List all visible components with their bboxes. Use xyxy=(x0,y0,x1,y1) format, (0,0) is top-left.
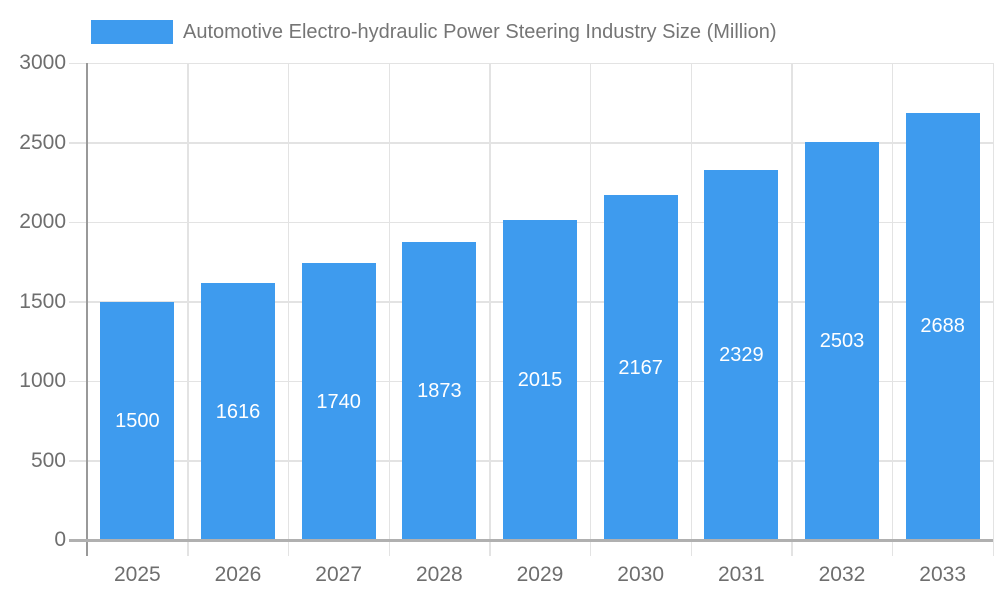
bar-2026[interactable]: 1616 xyxy=(201,283,275,540)
x-axis-tick xyxy=(992,540,994,556)
legend-swatch-icon[interactable] xyxy=(91,20,173,44)
bar-value-label: 1740 xyxy=(316,390,361,413)
bar-value-label: 2167 xyxy=(618,356,663,379)
bar-value-label: 2503 xyxy=(819,330,865,352)
x-tick-label: 2029 xyxy=(516,563,564,586)
v-gridline xyxy=(589,63,592,540)
v-gridline xyxy=(388,63,390,540)
y-tick-label: 1500 xyxy=(19,289,66,313)
x-tick-label: 2032 xyxy=(818,563,866,586)
x-axis-tick xyxy=(287,540,290,556)
bar-value-label: 2015 xyxy=(517,368,563,391)
x-axis-tick xyxy=(589,540,592,556)
y-tick-label: 500 xyxy=(30,448,66,472)
h-gridline xyxy=(69,142,993,144)
v-gridline xyxy=(891,63,894,540)
x-tick-label: 2025 xyxy=(113,563,161,586)
bar-2028[interactable]: 1873 xyxy=(402,242,477,540)
x-tick-label: 2033 xyxy=(919,563,967,586)
x-tick-label: 2028 xyxy=(415,563,463,586)
v-gridline xyxy=(489,63,491,540)
bar-value-label: 2688 xyxy=(920,315,965,338)
x-tick-label: 2031 xyxy=(717,563,765,586)
v-gridline xyxy=(187,63,189,540)
x-axis-tick xyxy=(388,540,390,556)
x-tick-label: 2030 xyxy=(617,563,665,586)
bar-2031[interactable]: 2329 xyxy=(704,169,779,540)
y-tick-label: 3000 xyxy=(19,51,66,74)
y-tick-label: 0 xyxy=(54,528,66,551)
bar-value-label: 1500 xyxy=(115,409,160,432)
y-tick-label: 1000 xyxy=(19,369,66,392)
bar-value-label: 1616 xyxy=(215,400,261,423)
v-gridline xyxy=(287,63,290,540)
x-axis-tick xyxy=(489,540,491,556)
bar-2030[interactable]: 2167 xyxy=(603,195,678,540)
bar-2032[interactable]: 2503 xyxy=(805,142,879,540)
x-tick-label: 2026 xyxy=(214,563,262,586)
bar-2027[interactable]: 1740 xyxy=(301,263,376,540)
x-axis-tick xyxy=(187,540,189,556)
x-axis-tick xyxy=(791,540,793,556)
bar-2033[interactable]: 2688 xyxy=(905,112,980,540)
x-tick-label: 2027 xyxy=(315,563,363,586)
v-gridline xyxy=(791,63,793,540)
bar-value-label: 2329 xyxy=(719,343,764,366)
bar-2029[interactable]: 2015 xyxy=(503,219,577,540)
y-tick-label: 2500 xyxy=(19,130,66,154)
x-axis-tick xyxy=(891,540,894,556)
legend-label: Automotive Electro-hydraulic Power Steer… xyxy=(183,20,777,43)
legend[interactable]: Automotive Electro-hydraulic Power Steer… xyxy=(91,14,777,50)
v-gridline xyxy=(690,63,692,540)
y-tick-label: 2000 xyxy=(19,210,66,233)
bar-2025[interactable]: 1500 xyxy=(100,301,175,540)
x-axis-tick xyxy=(690,540,692,556)
h-gridline xyxy=(69,62,993,64)
x-axis-line xyxy=(69,539,993,542)
bar-value-label: 1873 xyxy=(417,380,462,403)
y-axis-line xyxy=(86,63,88,556)
v-gridline xyxy=(992,63,994,540)
